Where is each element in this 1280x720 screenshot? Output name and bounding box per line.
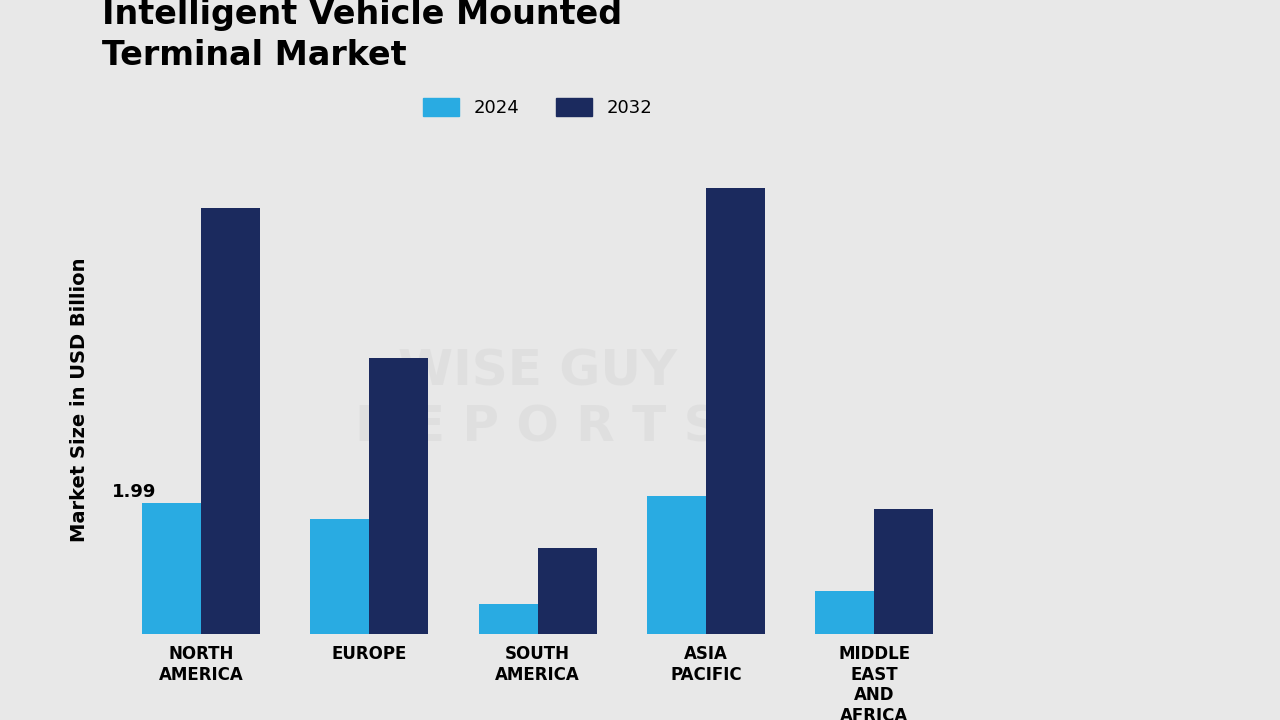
Bar [815,591,874,634]
Bar [369,359,429,634]
Bar [479,604,538,634]
Legend: 2024, 2032: 2024, 2032 [416,91,659,124]
Y-axis label: Market Size in USD Billion: Market Size in USD Billion [69,257,88,542]
Text: 1.99: 1.99 [113,482,156,500]
Bar [707,188,765,634]
Text: Intelligent Vehicle Mounted
Terminal Market: Intelligent Vehicle Mounted Terminal Mar… [102,0,622,72]
Bar [538,549,596,634]
Bar [142,503,201,634]
Bar [310,519,369,634]
Bar [646,496,707,634]
Bar [201,207,260,634]
Bar [874,509,933,634]
Text: WISE GUY
R E P O R T S: WISE GUY R E P O R T S [356,348,719,451]
